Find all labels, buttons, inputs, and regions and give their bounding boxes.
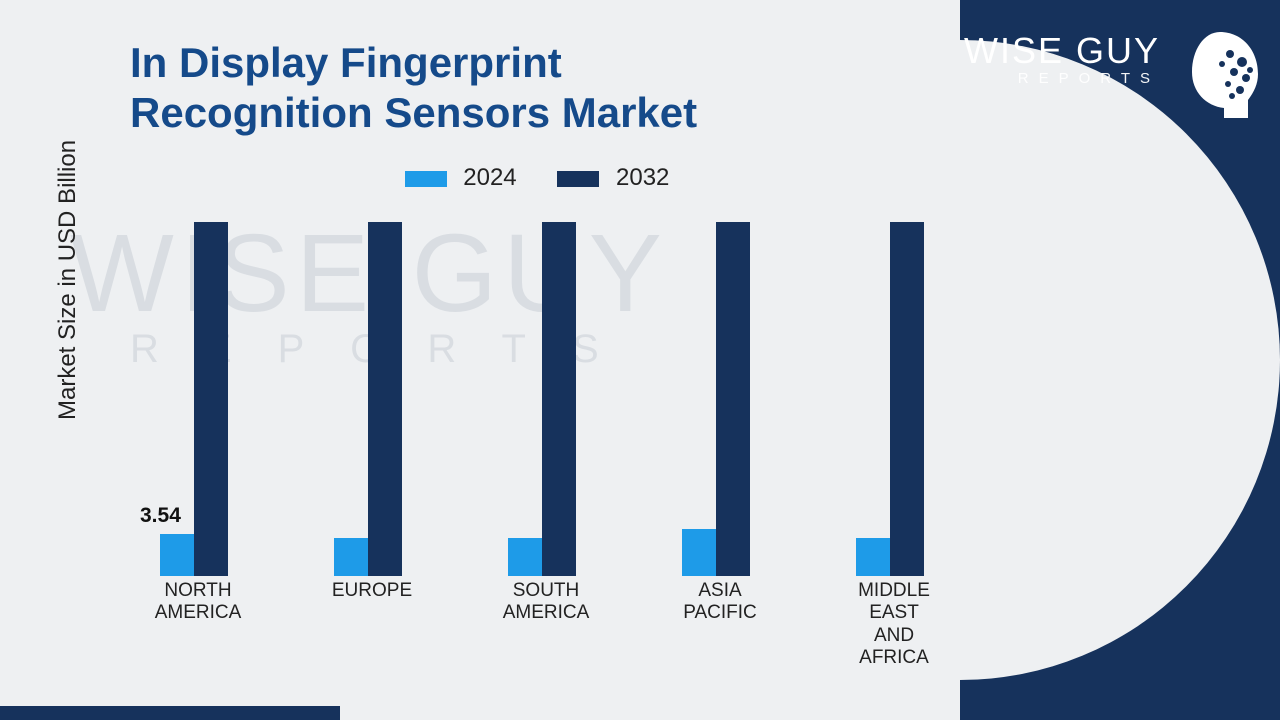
category-label: NORTHAMERICA [128, 580, 268, 625]
bar-2024 [160, 534, 194, 576]
legend-label-2024: 2024 [463, 164, 516, 191]
bar-chart: Market Size in USD Billion 2024 2032 3.5… [60, 160, 980, 690]
bar-2032 [542, 222, 576, 576]
bar-2024 [334, 538, 368, 576]
bar-2024 [508, 538, 542, 576]
chart-legend: 2024 2032 [60, 164, 980, 192]
brand-logo-sub: REPORTS [964, 70, 1160, 87]
bar-2032 [890, 222, 924, 576]
brand-logo: WISE GUY REPORTS [964, 30, 1160, 87]
bar-value-label: 3.54 [140, 504, 181, 528]
category-label: MIDDLEEASTANDAFRICA [824, 580, 964, 670]
legend-label-2032: 2032 [616, 164, 669, 191]
plot-area: 3.54 [138, 216, 978, 576]
bar-2032 [368, 222, 402, 576]
brand-head-icon [1172, 28, 1262, 124]
bar-2032 [716, 222, 750, 576]
stage: WISE GUY REPORTS In Display Fingerprint … [0, 0, 1280, 720]
legend-swatch-2032 [557, 171, 599, 187]
category-label: ASIAPACIFIC [650, 580, 790, 625]
bar-2024 [856, 538, 890, 576]
category-label: SOUTHAMERICA [476, 580, 616, 625]
bar-2024 [682, 529, 716, 576]
legend-swatch-2024 [405, 171, 447, 187]
bar-2032 [194, 222, 228, 576]
bottom-accent-strip [0, 706, 340, 720]
chart-title: In Display Fingerprint Recognition Senso… [130, 38, 770, 137]
category-label: EUROPE [302, 580, 442, 602]
brand-logo-main: WISE GUY [964, 30, 1160, 72]
